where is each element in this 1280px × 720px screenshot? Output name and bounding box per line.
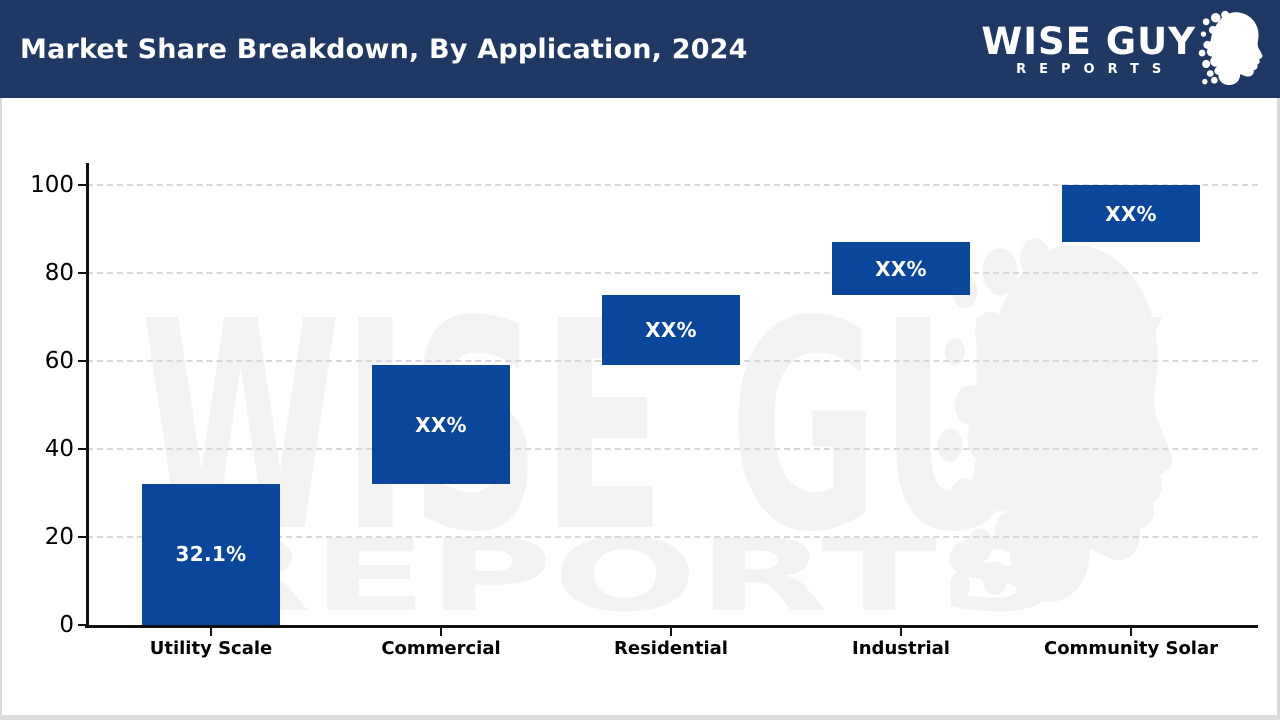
bar-commercial: XX% [372,365,510,484]
bar-label-industrial: XX% [875,256,927,281]
x-tick [670,628,672,636]
bar-label-utility-scale: 32.1% [175,542,247,567]
page-edge-bottom [0,715,1280,720]
x-tick-label-community-solar: Community Solar [1043,638,1218,659]
y-tick [78,360,87,362]
page-edge-left [0,98,2,720]
bar-community-solar: XX% [1062,185,1200,243]
grid-line [87,184,1258,186]
grid-line [87,448,1258,450]
y-tick-label: 40 [44,436,74,462]
page-edge-right [1277,98,1280,720]
y-tick-label: 80 [44,260,74,286]
bar-industrial: XX% [832,242,970,295]
bar-label-community-solar: XX% [1105,201,1157,226]
logo-face-icon [1198,10,1263,86]
y-tick [78,184,87,186]
x-tick-label-commercial: Commercial [381,638,501,659]
x-tick [1130,628,1132,636]
y-tick [78,448,87,450]
x-axis-line [85,625,1258,628]
x-tick-label-utility-scale: Utility Scale [149,638,273,659]
x-tick [900,628,902,636]
bar-utility-scale: 32.1% [142,483,280,625]
x-tick-label-industrial: Industrial [852,638,950,659]
y-tick [78,624,87,626]
logo-text: WISE GUY REPORTS [981,23,1196,76]
y-tick-label: 60 [44,348,74,374]
header: Market Share Breakdown, By Application, … [0,0,1280,98]
x-tick [210,628,212,636]
bar-label-commercial: XX% [415,412,467,437]
y-tick [78,272,87,274]
y-tick-label: 20 [44,524,74,550]
logo: WISE GUY REPORTS [981,8,1266,90]
logo-wise-guy: WISE GUY [981,19,1196,63]
page-title: Market Share Breakdown, By Application, … [20,33,748,65]
grid-line [87,272,1258,274]
y-tick-label: 0 [59,612,74,638]
y-axis-line [86,163,89,628]
x-tick [440,628,442,636]
logo-reports: REPORTS [1016,61,1175,77]
grid-line [87,536,1258,538]
bar-residential: XX% [602,295,740,366]
bar-label-residential: XX% [645,318,697,343]
y-tick [78,536,87,538]
x-tick-label-residential: Residential [614,638,728,659]
y-tick-label: 100 [30,172,74,198]
